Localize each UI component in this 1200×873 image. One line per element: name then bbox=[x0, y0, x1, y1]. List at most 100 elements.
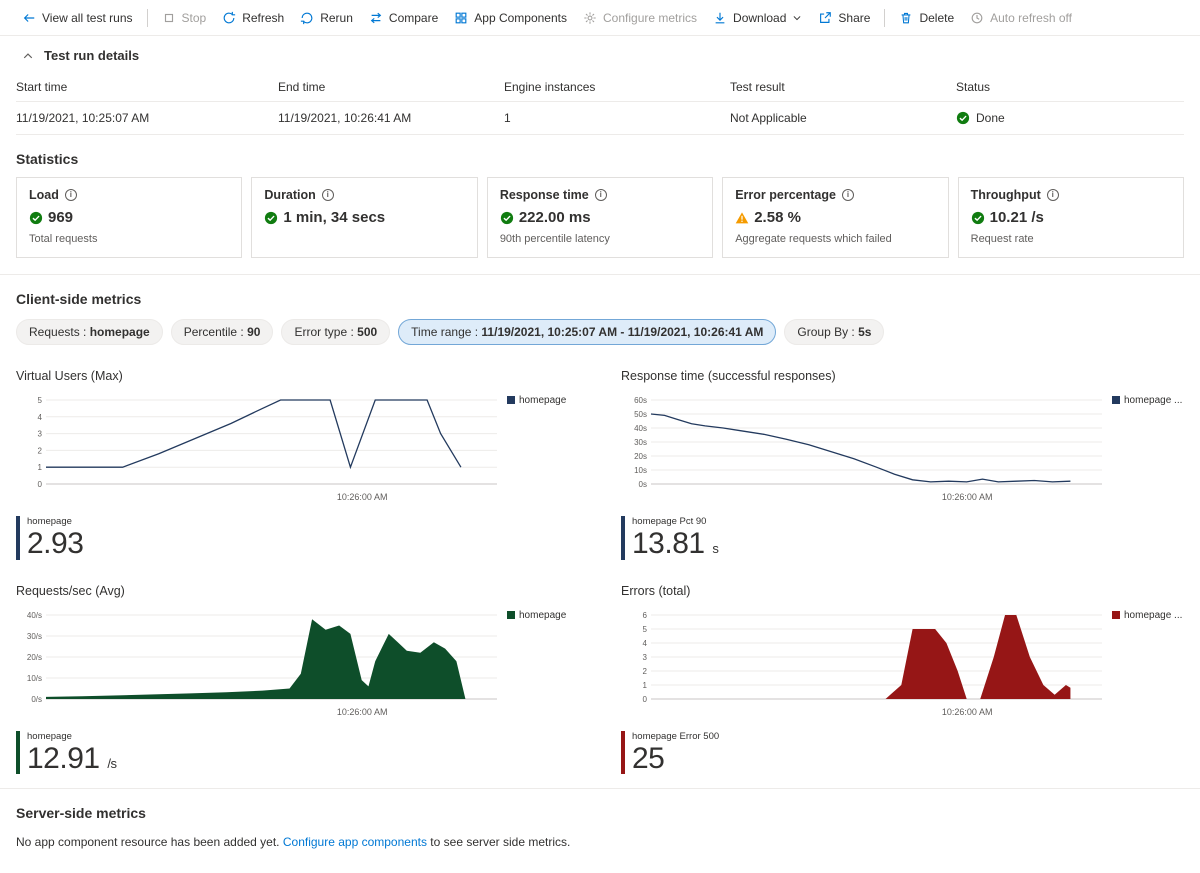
share-label: Share bbox=[838, 10, 871, 25]
back-arrow-icon bbox=[22, 11, 36, 25]
svg-text:10s: 10s bbox=[634, 466, 647, 475]
load-card-title: Load bbox=[29, 188, 59, 202]
test-run-details-table: Start time End time Engine instances Tes… bbox=[16, 71, 1184, 135]
stat-value: 25 bbox=[632, 741, 665, 775]
svg-text:3: 3 bbox=[643, 653, 648, 662]
svg-text:0/s: 0/s bbox=[31, 695, 42, 704]
col-start-time: Start time bbox=[16, 71, 278, 102]
toolbar: View all test runs Stop Refresh Rerun Co… bbox=[0, 0, 1200, 36]
share-icon bbox=[818, 11, 832, 25]
chart-legend: homepage bbox=[499, 610, 579, 704]
time-range-filter-pill[interactable]: Time range : 11/19/2021, 10:25:07 AM - 1… bbox=[398, 319, 777, 345]
svg-text:50s: 50s bbox=[634, 410, 647, 419]
response-time-plot[interactable]: 0s 10s 20s 30s 40s 50s 60s bbox=[621, 395, 1104, 489]
success-check-icon bbox=[956, 111, 970, 125]
load-subtitle: Total requests bbox=[29, 233, 98, 245]
info-icon[interactable]: i bbox=[841, 189, 854, 201]
chart-stat: homepage 12.91 /s bbox=[16, 730, 579, 775]
duration-card: Duration i 1 min, 34 secs bbox=[251, 177, 478, 258]
info-icon[interactable]: i bbox=[321, 189, 334, 201]
x-axis-label: 10:26:00 AM bbox=[941, 706, 993, 717]
x-axis-label: 10:26:00 AM bbox=[336, 492, 388, 502]
success-check-icon bbox=[29, 211, 43, 224]
refresh-button[interactable]: Refresh bbox=[214, 4, 292, 32]
download-icon bbox=[713, 11, 727, 25]
app-components-button[interactable]: App Components bbox=[446, 4, 575, 32]
test-result-value: Not Applicable bbox=[730, 102, 956, 135]
chart-title: Requests/sec (Avg) bbox=[16, 583, 125, 598]
svg-text:30s: 30s bbox=[634, 438, 647, 447]
svg-text:0: 0 bbox=[38, 480, 43, 489]
response-time-subtitle: 90th percentile latency bbox=[499, 233, 610, 245]
virtual-users-plot[interactable]: 0 1 2 3 4 5 bbox=[16, 395, 499, 489]
errors-plot[interactable]: 0 1 2 3 4 5 6 bbox=[621, 610, 1104, 704]
x-axis-label: 10:26:00 AM bbox=[941, 492, 993, 502]
svg-text:5: 5 bbox=[38, 396, 43, 405]
legend-swatch bbox=[1112, 610, 1120, 619]
requests-filter-pill[interactable]: Requests : homepage bbox=[16, 319, 163, 345]
download-label: Download bbox=[733, 10, 787, 25]
throughput-subtitle: Request rate bbox=[970, 233, 1034, 245]
info-icon[interactable]: i bbox=[594, 189, 607, 201]
client-metrics-title: Client-side metrics bbox=[16, 291, 142, 307]
stat-value: 12.91 /s bbox=[27, 741, 117, 775]
auto-refresh-button[interactable]: Auto refresh off bbox=[962, 4, 1080, 32]
compare-icon bbox=[369, 11, 383, 25]
group-by-filter-pill[interactable]: Group By : 5s bbox=[784, 319, 885, 345]
compare-button[interactable]: Compare bbox=[361, 4, 446, 32]
svg-text:5: 5 bbox=[643, 625, 648, 634]
filter-pills: Requests : homepage Percentile : 90 Erro… bbox=[16, 319, 1184, 345]
status-text: Done bbox=[976, 111, 1005, 125]
errors-chart: Errors (total) 0 1 2 3 4 5 6 homepage ... 10:2… bbox=[621, 566, 1184, 781]
table-row: 11/19/2021, 10:25:07 AM 11/19/2021, 10:2… bbox=[16, 102, 1184, 135]
requests-per-sec-plot[interactable]: 0/s 10/s 20/s 30/s 40/s bbox=[16, 610, 499, 704]
error-percentage-card-title: Error percentage bbox=[735, 188, 836, 202]
refresh-label: Refresh bbox=[242, 10, 285, 25]
svg-text:6: 6 bbox=[643, 611, 648, 620]
server-metrics-title: Server-side metrics bbox=[16, 805, 146, 821]
table-header-row: Start time End time Engine instances Tes… bbox=[16, 71, 1184, 102]
svg-text:40s: 40s bbox=[634, 424, 647, 433]
delete-button[interactable]: Delete bbox=[891, 4, 962, 32]
svg-text:1: 1 bbox=[38, 463, 43, 472]
success-check-icon bbox=[971, 211, 984, 224]
chart-legend: homepage ... bbox=[1104, 395, 1184, 489]
svg-text:3: 3 bbox=[38, 430, 43, 439]
compare-label: Compare bbox=[388, 10, 439, 25]
end-time-value: 11/19/2021, 10:26:41 AM bbox=[278, 102, 504, 135]
error-percentage-value: 2.58 % bbox=[754, 209, 801, 226]
info-icon[interactable]: i bbox=[1046, 189, 1059, 201]
error-type-filter-pill[interactable]: Error type : 500 bbox=[281, 319, 391, 345]
stat-value: 13.81 s bbox=[632, 527, 719, 560]
statistics-cards: Load i 969 Total requests Duration i 1 min… bbox=[16, 177, 1185, 258]
legend-label: homepage bbox=[519, 609, 567, 621]
configure-app-components-link[interactable]: Configure app components bbox=[282, 835, 427, 849]
chart-legend: homepage ... bbox=[1104, 610, 1184, 704]
svg-text:4: 4 bbox=[643, 639, 648, 648]
app-components-label: App Components bbox=[474, 10, 567, 25]
percentile-filter-pill[interactable]: Percentile : 90 bbox=[170, 319, 274, 345]
clock-icon bbox=[970, 11, 984, 25]
toolbar-divider bbox=[884, 8, 886, 27]
start-time-value: 11/19/2021, 10:25:07 AM bbox=[16, 102, 278, 135]
chart-stat: homepage Error 500 25 bbox=[621, 730, 1184, 775]
rerun-button[interactable]: Rerun bbox=[292, 4, 361, 32]
col-end-time: End time bbox=[278, 71, 504, 102]
configure-metrics-button[interactable]: Configure metrics bbox=[575, 4, 705, 32]
stop-label: Stop bbox=[181, 10, 207, 25]
download-button[interactable]: Download bbox=[705, 4, 810, 32]
load-value: 969 bbox=[48, 209, 74, 226]
x-axis-label: 10:26:00 AM bbox=[336, 706, 388, 717]
share-button[interactable]: Share bbox=[810, 4, 878, 32]
test-run-details-header[interactable]: Test run details bbox=[0, 36, 1200, 67]
response-time-card: Response time i 222.00 ms 90th percentile… bbox=[486, 177, 714, 258]
col-engine-instances: Engine instances bbox=[504, 71, 730, 102]
info-icon[interactable]: i bbox=[64, 189, 77, 201]
svg-text:30/s: 30/s bbox=[27, 632, 42, 641]
rerun-icon bbox=[300, 11, 314, 25]
view-all-test-runs-button[interactable]: View all test runs bbox=[14, 4, 141, 32]
stop-button[interactable]: Stop bbox=[154, 4, 215, 32]
svg-text:2: 2 bbox=[643, 667, 648, 676]
status-value: Done bbox=[956, 102, 1184, 135]
chevron-up-icon bbox=[22, 50, 34, 62]
